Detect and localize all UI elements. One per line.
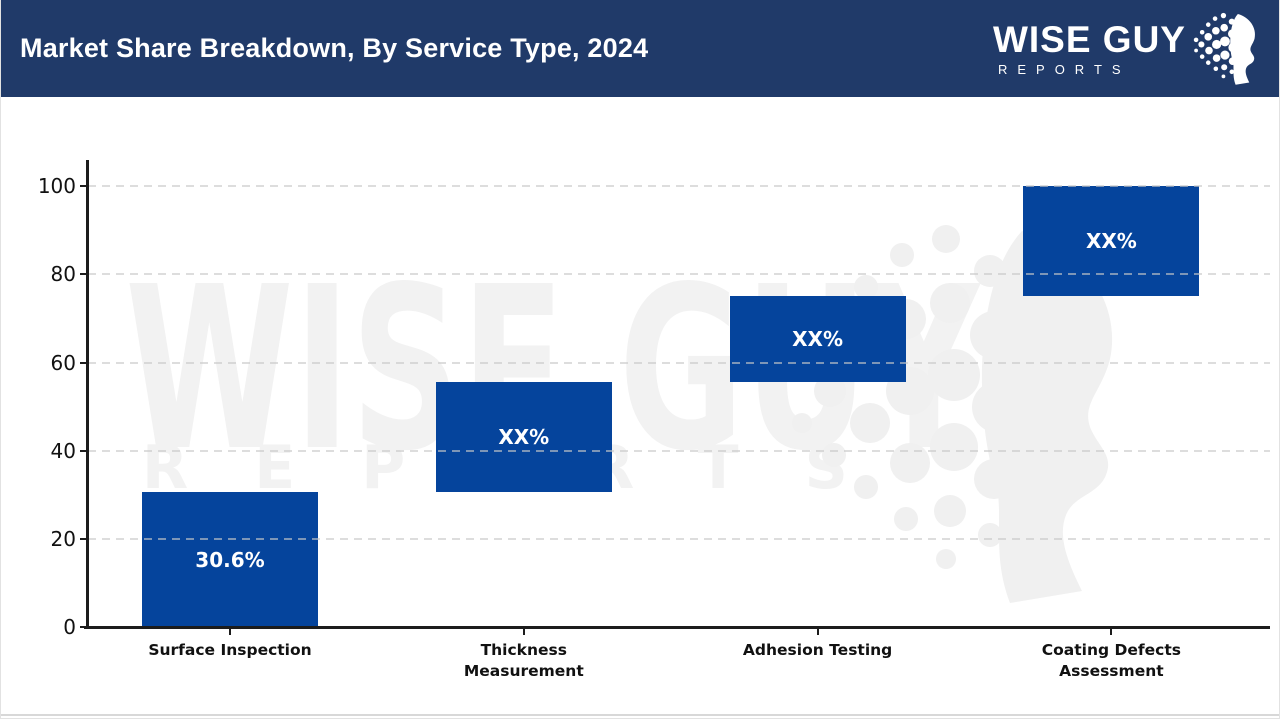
y-tick-label-40: 40: [50, 438, 76, 463]
x-tick-label-1: Thickness Measurement: [463, 641, 584, 680]
bar-1: XX%: [435, 382, 612, 493]
x-tick-label-3: Coating Defects Assessment: [1041, 641, 1181, 680]
y-tick-20: [80, 537, 88, 540]
bar-0: 30.6%: [142, 492, 318, 627]
gridline-100: [88, 185, 1270, 188]
y-tick-80: [80, 273, 88, 276]
gridline-20: [88, 537, 1270, 540]
brand-logo: WISE GUY REPORTS: [993, 8, 1266, 90]
gridline-80: [88, 273, 1270, 276]
x-tick-2: [816, 628, 819, 635]
x-axis: [84, 626, 1270, 629]
bar-2: XX%: [729, 296, 906, 383]
bar-value-label: XX%: [498, 425, 550, 450]
bar-3: XX%: [1023, 186, 1200, 297]
bar-value-label: XX%: [792, 327, 844, 352]
header-bar: Market Share Breakdown, By Service Type,…: [0, 0, 1280, 97]
y-tick-label-0: 0: [63, 615, 76, 639]
gridline-60: [88, 361, 1270, 364]
brand-logo-text: WISE GUY REPORTS: [993, 21, 1186, 77]
bottom-divider: [0, 714, 1280, 716]
x-tick-label-0: Surface Inspection: [148, 641, 312, 659]
y-tick-100: [80, 185, 88, 188]
brand-face-icon: [1193, 12, 1256, 85]
y-tick-label-80: 80: [50, 262, 76, 287]
y-tick-60: [80, 361, 88, 364]
y-tick-label-20: 20: [50, 526, 76, 551]
bar-value-label: 30.6%: [195, 547, 265, 572]
y-axis: [86, 160, 89, 629]
bar-value-label: XX%: [1085, 229, 1137, 254]
y-tick-label-60: 60: [50, 350, 76, 375]
page-title: Market Share Breakdown, By Service Type,…: [20, 33, 649, 63]
gridline-40: [88, 449, 1270, 452]
x-tick-3: [1110, 628, 1113, 635]
brand-name: WISE GUY: [992, 19, 1186, 60]
brand-subtitle: REPORTS: [997, 62, 1131, 77]
x-tick-1: [522, 628, 525, 635]
x-tick-0: [229, 628, 231, 635]
y-tick-label-100: 100: [37, 174, 76, 199]
x-tick-label-2: Adhesion Testing: [742, 641, 893, 659]
y-tick-40: [80, 449, 88, 452]
